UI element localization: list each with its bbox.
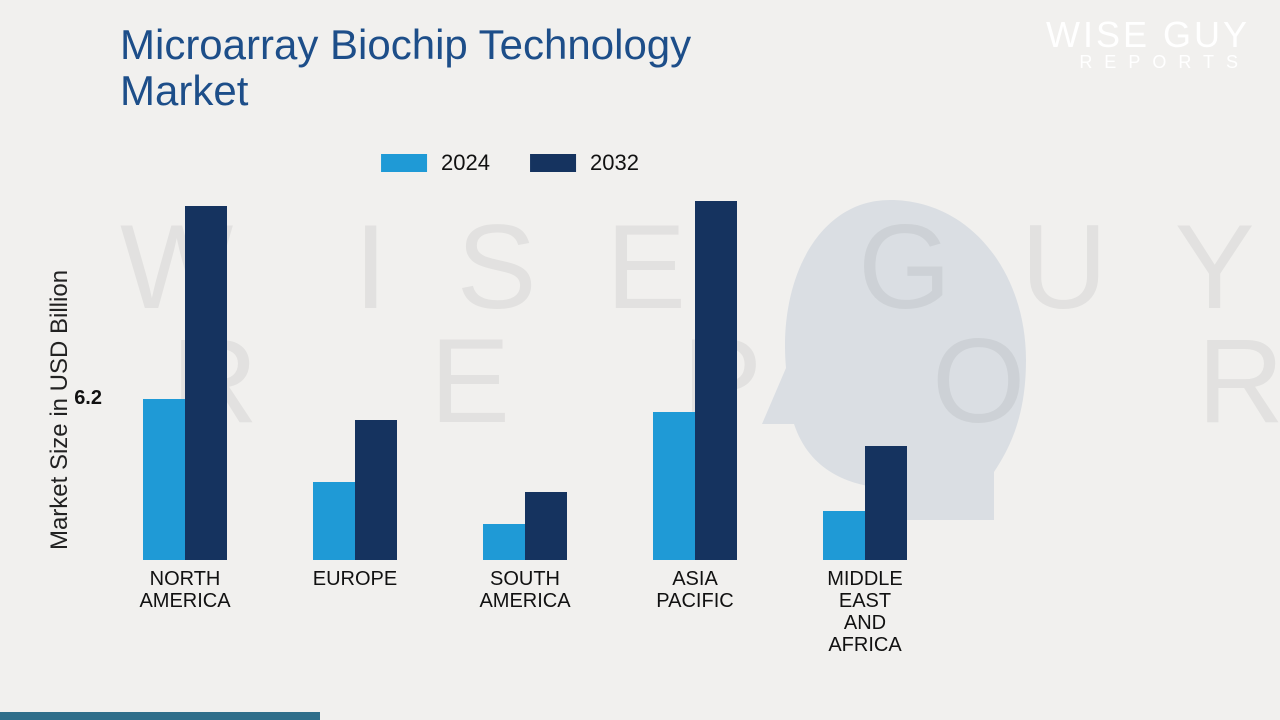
bar-group: SOUTH AMERICA — [450, 170, 600, 560]
brand-line1: WISE GUY — [1046, 14, 1250, 56]
bar-chart: Market Size in USD Billion 2024 2032 6.2… — [60, 150, 960, 670]
bar-2024 — [653, 412, 695, 560]
bar-2024 — [823, 511, 865, 560]
bar-group: ASIA PACIFIC — [620, 170, 770, 560]
brand-logo: WISE GUY REPORTS — [1046, 14, 1250, 73]
bar-2032 — [185, 206, 227, 560]
y-axis-label: Market Size in USD Billion — [46, 270, 74, 550]
category-label: NORTH AMERICA — [110, 560, 260, 612]
bar-2024 — [143, 399, 185, 560]
bar-group: NORTH AMERICA — [110, 170, 260, 560]
bar-group: MIDDLE EAST AND AFRICA — [790, 170, 940, 560]
category-label: EUROPE — [280, 560, 430, 590]
page-title: Microarray Biochip Technology Market — [120, 22, 780, 114]
bar-group: EUROPE — [280, 170, 430, 560]
bar-2032 — [695, 201, 737, 560]
category-label: ASIA PACIFIC — [620, 560, 770, 612]
bar-2032 — [355, 420, 397, 560]
y-tick-label: 6.2 — [74, 387, 102, 410]
bottom-accent-bar — [0, 712, 320, 720]
category-label: SOUTH AMERICA — [450, 560, 600, 612]
stage: Microarray Biochip Technology Market WIS… — [0, 0, 1280, 720]
bar-2032 — [865, 446, 907, 560]
bar-2024 — [483, 524, 525, 560]
category-label: MIDDLE EAST AND AFRICA — [790, 560, 940, 656]
bar-2024 — [313, 482, 355, 560]
bar-2032 — [525, 492, 567, 560]
plot-area: 6.2NORTH AMERICAEUROPESOUTH AMERICAASIA … — [110, 170, 960, 560]
